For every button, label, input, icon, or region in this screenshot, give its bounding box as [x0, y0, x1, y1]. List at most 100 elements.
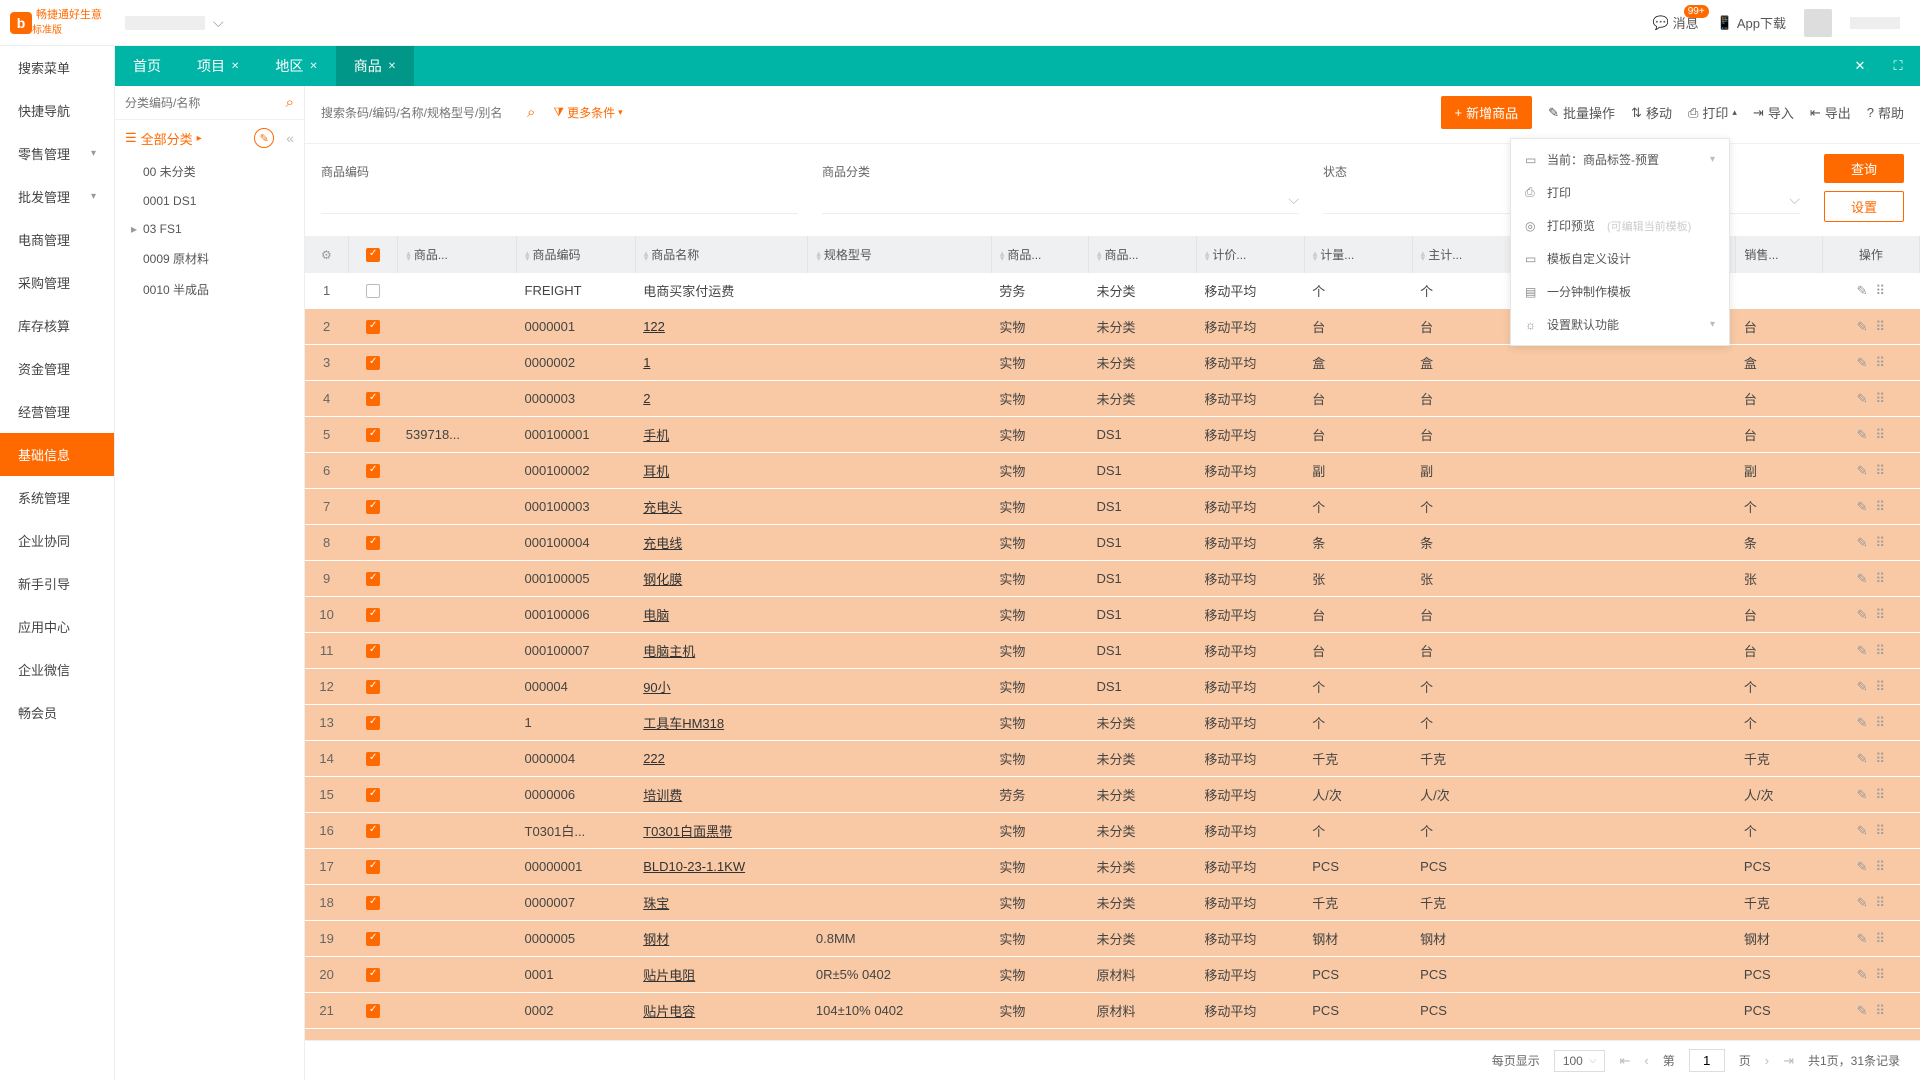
sidebar-search[interactable]: 搜索菜单 [0, 46, 114, 89]
more-icon[interactable]: ⠿ [1876, 823, 1886, 838]
move-button[interactable]: ⇅移动 [1631, 103, 1672, 122]
more-icon[interactable]: ⠿ [1876, 895, 1886, 910]
more-icon[interactable]: ⠿ [1876, 715, 1886, 730]
tab-close-all-button[interactable]: ✕ [1846, 52, 1874, 80]
tree-search-input[interactable] [125, 96, 286, 110]
product-name-link[interactable]: 手机 [643, 428, 669, 443]
pager-next[interactable]: › [1765, 1053, 1769, 1068]
edit-icon[interactable]: ✎ [1857, 355, 1868, 370]
table-row[interactable]: 16T0301白...T0301白面黑带实物未分类移动平均个个个✎⠿ [305, 813, 1920, 849]
close-icon[interactable]: ✕ [309, 61, 317, 72]
batch-ops-button[interactable]: ✎批量操作 [1548, 103, 1615, 122]
tree-node[interactable]: 0010 半成品 [115, 274, 304, 305]
print-button[interactable]: ⎙打印▴ [1688, 103, 1737, 122]
row-checkbox[interactable] [366, 536, 380, 550]
edit-icon[interactable]: ✎ [1857, 931, 1868, 946]
print-menu-current[interactable]: ▭ 当前：商品标签-预置 ▾ [1511, 143, 1729, 176]
row-checkbox[interactable] [366, 464, 380, 478]
tree-node[interactable]: 00 未分类 [115, 156, 304, 187]
row-checkbox[interactable] [366, 356, 380, 370]
tree-collapse-button[interactable]: « [286, 130, 294, 146]
product-name-link[interactable]: 贴片电容 [643, 1004, 695, 1019]
sidebar-item[interactable]: 快捷导航 [0, 89, 114, 132]
more-icon[interactable]: ⠿ [1876, 859, 1886, 874]
check-all[interactable] [366, 248, 380, 262]
tree-edit-button[interactable]: ✎ [254, 128, 274, 148]
more-icon[interactable]: ⠿ [1876, 607, 1886, 622]
edit-icon[interactable]: ✎ [1857, 967, 1868, 982]
row-checkbox[interactable] [366, 572, 380, 586]
row-checkbox[interactable] [366, 608, 380, 622]
row-checkbox[interactable] [366, 284, 380, 298]
pager-last[interactable]: ⇥ [1783, 1053, 1794, 1069]
edit-icon[interactable]: ✎ [1857, 751, 1868, 766]
edit-icon[interactable]: ✎ [1857, 787, 1868, 802]
product-name-link[interactable]: 电脑主机 [643, 644, 695, 659]
product-name-link[interactable]: 珠宝 [643, 896, 669, 911]
tree-node[interactable]: 0009 原材料 [115, 243, 304, 274]
table-row[interactable]: 180000007珠宝实物未分类移动平均千克千克千克✎⠿ [305, 885, 1920, 921]
sidebar-item[interactable]: 企业协同 [0, 519, 114, 562]
more-icon[interactable]: ⠿ [1876, 283, 1886, 298]
expander-icon[interactable]: ▸ [131, 222, 141, 236]
product-name-link[interactable]: 90小 [643, 680, 670, 695]
product-name-link[interactable]: 贴片电阻 [643, 968, 695, 983]
product-name-link[interactable]: 耳机 [643, 464, 669, 479]
import-button[interactable]: ⇥导入 [1753, 103, 1794, 122]
table-row[interactable]: 9000100005钢化膜实物DS1移动平均张张张✎⠿ [305, 561, 1920, 597]
row-checkbox[interactable] [366, 320, 380, 334]
tree-all-categories[interactable]: ☰ 全部分类 ▸ [125, 129, 202, 148]
print-menu-item[interactable]: ▤一分钟制作模板 [1511, 275, 1729, 308]
row-checkbox[interactable] [366, 788, 380, 802]
search-icon[interactable]: ⌕ [286, 94, 294, 111]
more-icon[interactable]: ⠿ [1876, 391, 1886, 406]
search-icon[interactable]: ⌕ [527, 104, 535, 121]
product-name-link[interactable]: BLD10-23-1.1KW [643, 859, 745, 874]
col-type[interactable]: 商品... [1007, 248, 1041, 262]
more-filter-button[interactable]: ⧩ 更多条件 ▾ [553, 104, 622, 121]
table-row[interactable]: 140000004222实物未分类移动平均千克千克千克✎⠿ [305, 741, 1920, 777]
edit-icon[interactable]: ✎ [1857, 607, 1868, 622]
filter-category-select[interactable]: ⌵ [822, 186, 1299, 214]
print-menu-item[interactable]: ☼设置默认功能▾ [1511, 308, 1729, 341]
table-row[interactable]: 300000021实物未分类移动平均盒盒盒✎⠿ [305, 345, 1920, 381]
row-checkbox[interactable] [366, 932, 380, 946]
tab[interactable]: 首页 [115, 46, 179, 86]
print-menu-item[interactable]: ⎙打印 [1511, 176, 1729, 209]
company-select[interactable]: ⌵ [115, 14, 234, 31]
tab[interactable]: 商品✕ [336, 46, 414, 86]
row-checkbox[interactable] [366, 680, 380, 694]
more-icon[interactable]: ⠿ [1876, 355, 1886, 370]
sidebar-item[interactable]: 畅会员 [0, 691, 114, 734]
print-menu-item[interactable]: ▭模板自定义设计 [1511, 242, 1729, 275]
export-button[interactable]: ⇤导出 [1810, 103, 1851, 122]
row-checkbox[interactable] [366, 824, 380, 838]
sidebar-item[interactable]: 采购管理 [0, 261, 114, 304]
table-row[interactable]: 7000100003充电头实物DS1移动平均个个个✎⠿ [305, 489, 1920, 525]
filter-code-input[interactable] [321, 186, 798, 214]
row-checkbox[interactable] [366, 392, 380, 406]
more-icon[interactable]: ⠿ [1876, 787, 1886, 802]
product-name-link[interactable]: 钢化膜 [643, 572, 682, 587]
edit-icon[interactable]: ✎ [1857, 715, 1868, 730]
edit-icon[interactable]: ✎ [1857, 427, 1868, 442]
sidebar-item[interactable]: 零售管理▾ [0, 132, 114, 175]
table-row[interactable]: 150000006培训费劳务未分类移动平均人/次人/次人/次✎⠿ [305, 777, 1920, 813]
table-row[interactable]: 8000100004充电线实物DS1移动平均条条条✎⠿ [305, 525, 1920, 561]
sidebar-item[interactable]: 基础信息 [0, 433, 114, 476]
row-checkbox[interactable] [366, 428, 380, 442]
table-row[interactable]: 131工具车HM318实物未分类移动平均个个个✎⠿ [305, 705, 1920, 741]
sidebar-item[interactable]: 应用中心 [0, 605, 114, 648]
col-code[interactable]: 商品编码 [533, 248, 581, 262]
edit-icon[interactable]: ✎ [1857, 463, 1868, 478]
table-row[interactable]: 1700000001BLD10-23-1.1KW实物未分类移动平均PCSPCSP… [305, 849, 1920, 885]
edit-icon[interactable]: ✎ [1857, 823, 1868, 838]
close-icon[interactable]: ✕ [231, 61, 239, 72]
product-name-link[interactable]: 充电线 [643, 536, 682, 551]
table-row[interactable]: 10000100006电脑实物DS1移动平均台台台✎⠿ [305, 597, 1920, 633]
more-icon[interactable]: ⠿ [1876, 499, 1886, 514]
edit-icon[interactable]: ✎ [1857, 571, 1868, 586]
table-row[interactable]: 6000100002耳机实物DS1移动平均副副副✎⠿ [305, 453, 1920, 489]
pager-first[interactable]: ⇤ [1619, 1053, 1630, 1069]
tree-node[interactable]: ▸03 FS1 [115, 215, 304, 243]
